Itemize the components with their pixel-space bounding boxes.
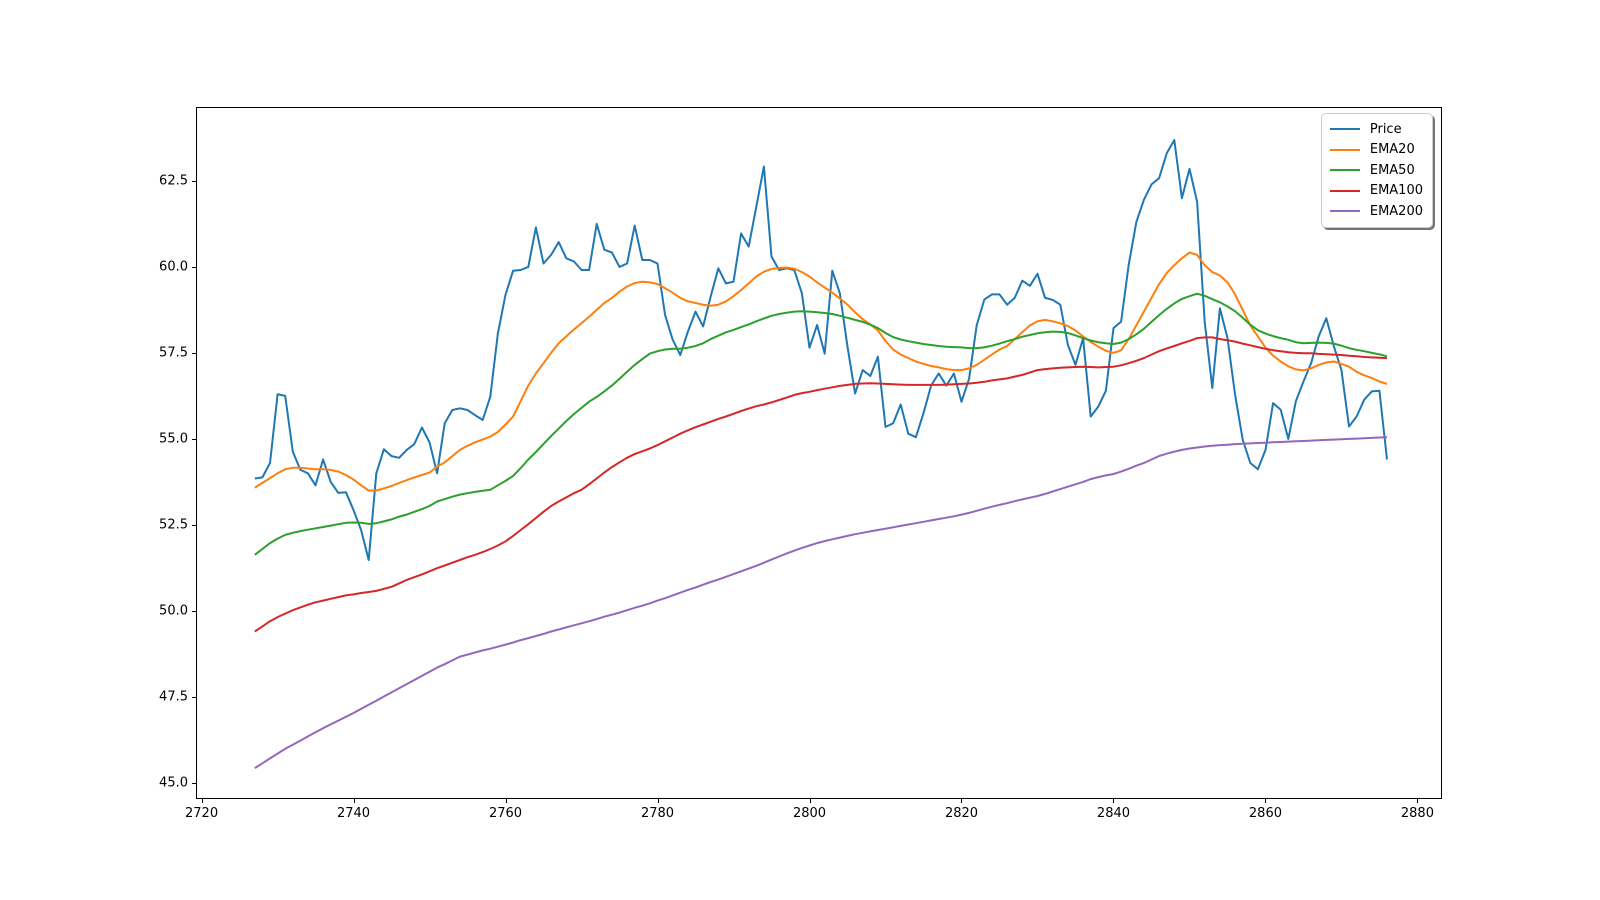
x-tick-label: 2820 [944,806,979,821]
chart-lines [254,139,1388,769]
x-tick-mark [657,798,659,803]
series-line-ema20 [254,251,1388,492]
x-tick-label: 2860 [1248,806,1282,821]
series-line-ema200 [254,436,1388,769]
y-tick-label: 62.5 [159,173,188,189]
y-tick-label: 52.5 [159,517,188,533]
x-tick-label: 2880 [1400,806,1434,821]
series-line-ema50 [254,292,1388,556]
legend-entry-ema100: EMA100 [1329,181,1423,202]
legend-line-sample-ema100 [1329,189,1360,192]
x-tick-label: 2720 [185,806,219,821]
y-tick-mark [192,180,197,182]
x-tick-mark [505,798,507,803]
legend: Price EMA20 EMA50 EMA100 EMA200 [1320,113,1433,228]
legend-entry-ema200: EMA200 [1329,201,1423,222]
x-tick-label: 2760 [488,806,523,821]
series-line-ema100 [254,336,1388,633]
x-tick-label: 2780 [640,806,675,821]
plot-area: Price EMA20 EMA50 EMA100 EMA200 [196,107,1442,799]
y-tick-mark [192,782,197,784]
x-tick-mark [1113,798,1115,803]
y-tick-mark [192,524,197,526]
y-tick-label: 60.0 [159,259,188,275]
legend-entry-price: Price [1329,119,1423,140]
x-tick-mark [201,798,203,803]
legend-line-sample-price [1329,128,1360,131]
y-tick-mark [192,696,197,698]
legend-label: EMA200 [1369,203,1423,219]
y-tick-mark [192,610,197,612]
x-tick-mark [961,798,963,803]
legend-line-sample-ema200 [1329,210,1360,213]
x-tick-mark [353,798,355,803]
y-tick-mark [192,438,197,440]
legend-line-sample-ema20 [1329,148,1360,151]
series-line-price [254,139,1388,561]
y-tick-label: 57.5 [159,345,188,361]
x-tick-mark [1265,798,1267,803]
legend-label: EMA100 [1369,183,1423,199]
legend-label: Price [1369,121,1402,137]
y-tick-label: 50.0 [159,603,188,619]
legend-label: EMA20 [1369,142,1415,158]
y-tick-label: 47.5 [159,689,188,705]
legend-entry-ema20: EMA20 [1329,140,1423,161]
y-tick-label: 45.0 [159,775,188,791]
x-tick-label: 2740 [336,806,371,821]
legend-label: EMA50 [1369,162,1415,178]
y-tick-mark [192,352,197,354]
legend-entry-ema50: EMA50 [1329,160,1423,181]
y-tick-label: 55.0 [159,431,188,447]
x-tick-label: 2840 [1096,806,1131,821]
x-tick-mark [1417,798,1419,803]
y-tick-mark [192,266,197,268]
legend-line-sample-ema50 [1329,169,1360,172]
x-tick-mark [809,798,811,803]
x-tick-label: 2800 [792,806,827,821]
